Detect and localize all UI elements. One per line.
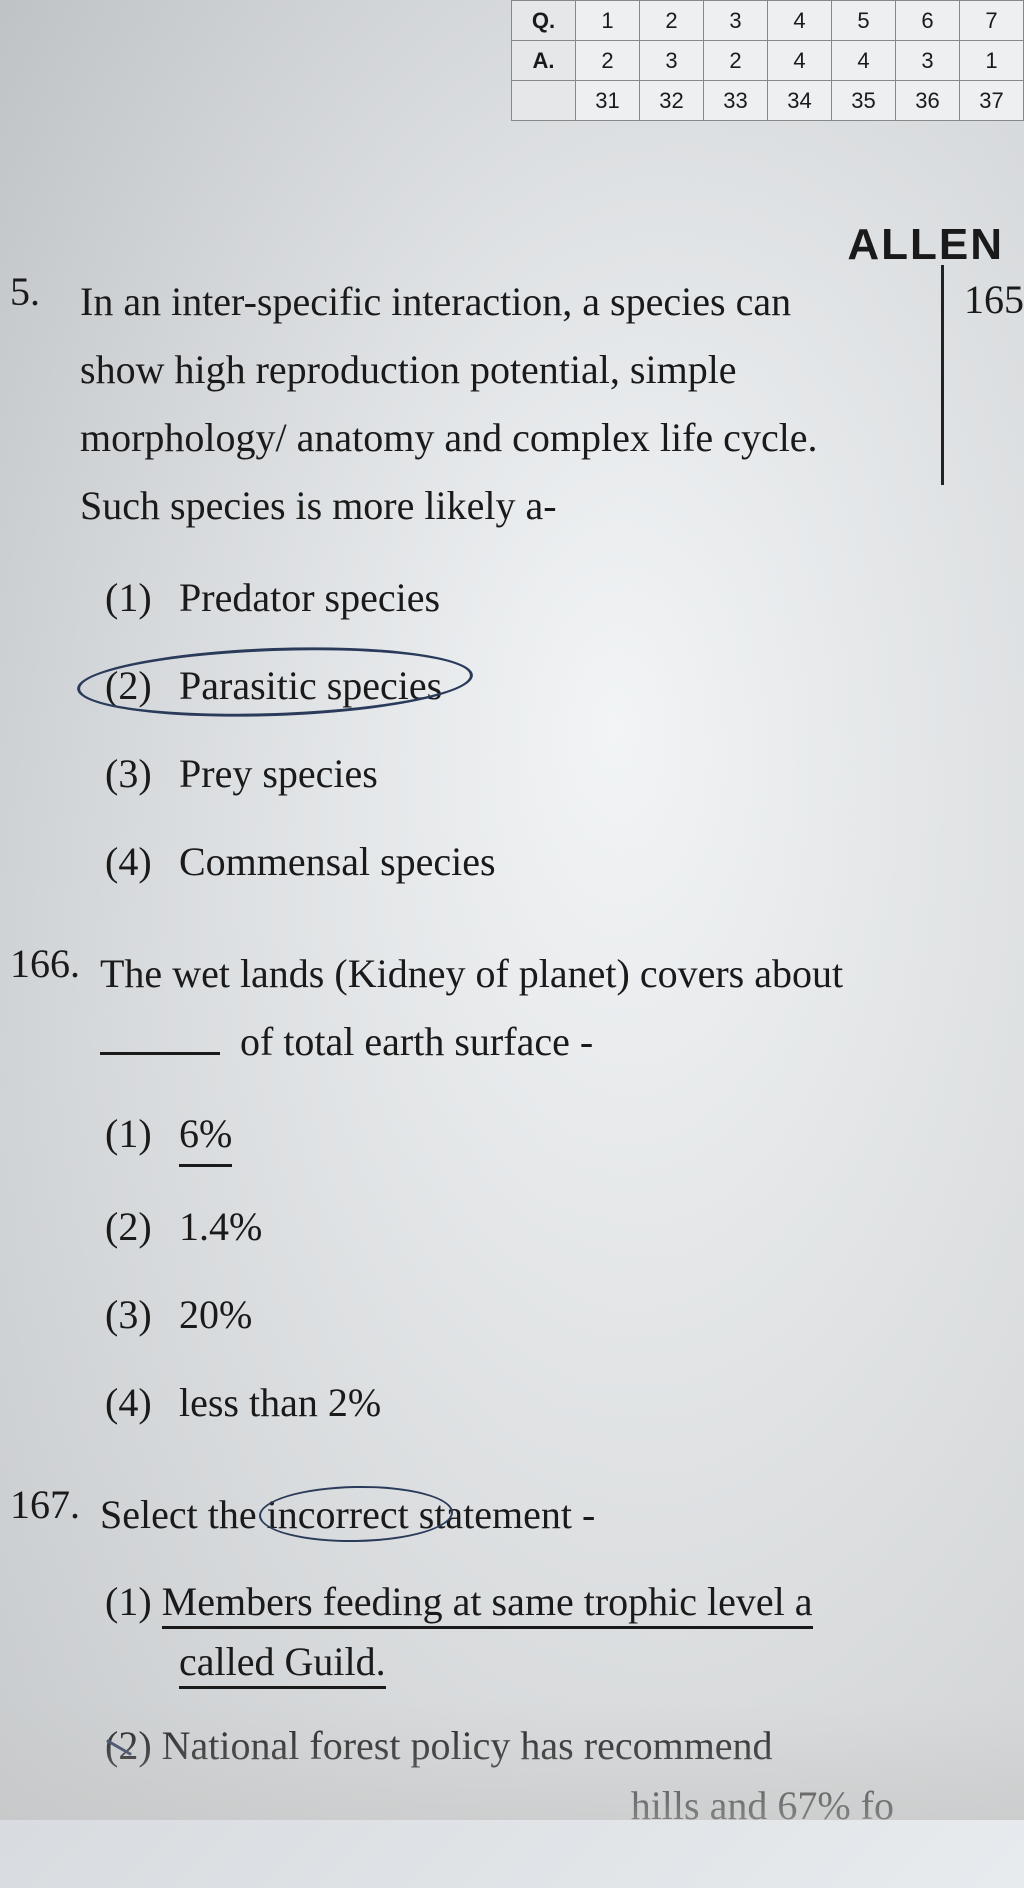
row-label: Q.: [512, 1, 576, 41]
question-5: 5. In an inter-specific interaction, a s…: [10, 268, 894, 890]
table-cell: 1: [576, 1, 640, 41]
option-number: (1): [105, 1579, 152, 1624]
option-number: (4): [105, 834, 165, 890]
option-3: (3) 20%: [105, 1287, 894, 1343]
question-number: 5.: [10, 268, 60, 315]
table-row: 31 32 33 34 35 36 37: [512, 81, 1024, 121]
option-number: (1): [105, 1106, 165, 1162]
table-cell: 6: [896, 1, 960, 41]
table-cell: 3: [896, 41, 960, 81]
option-text: Predator species: [179, 570, 440, 626]
option-text: Prey species: [179, 746, 378, 802]
option-number: (2): [105, 658, 165, 714]
questions-content: 5. In an inter-specific interaction, a s…: [0, 268, 924, 1888]
option-number: (2): [105, 1199, 165, 1255]
option-4: (4) less than 2%: [105, 1375, 894, 1431]
option-number: (3): [105, 1287, 165, 1343]
option-text-underlined: 6%: [179, 1106, 232, 1167]
question-text: The wet lands (Kidney of planet) covers …: [100, 940, 894, 1076]
table-cell: 32: [640, 81, 704, 121]
table-cell: 31: [576, 81, 640, 121]
answer-key-table: Q. 1 2 3 4 5 6 7 A. 2 3 2 4 4 3 1 31 32 …: [511, 0, 1024, 121]
table-cell: 4: [768, 1, 832, 41]
option-text: Parasitic species: [179, 658, 442, 714]
option-text: 20%: [179, 1287, 252, 1343]
fill-blank: [100, 1052, 220, 1055]
row-label: A.: [512, 41, 576, 81]
table-cell: 4: [768, 41, 832, 81]
table-row: A. 2 3 2 4 4 3 1: [512, 41, 1024, 81]
option-2: (2) 1.4%: [105, 1199, 894, 1255]
option-text-underlined: Members feeding at same trophic level a: [162, 1579, 813, 1629]
side-question-number: 165: [964, 276, 1024, 323]
question-line: of total earth surface -: [240, 1019, 593, 1064]
question-line: In an inter-specific interaction, a spec…: [80, 279, 791, 324]
question-line: Such species is more likely a-: [80, 483, 557, 528]
option-number: (4): [105, 1375, 165, 1431]
table-cell: 35: [832, 81, 896, 121]
option-text-continue: called Guild.: [179, 1639, 386, 1689]
question-line: The wet lands (Kidney of planet) covers …: [100, 951, 843, 996]
table-cell: 2: [704, 41, 768, 81]
table-cell: 33: [704, 81, 768, 121]
question-text: In an inter-specific interaction, a spec…: [80, 268, 894, 540]
question-text: Select the incorrect statement -: [100, 1481, 894, 1549]
brand-logo: ALLEN: [847, 220, 1004, 270]
option-number: (1): [105, 570, 165, 626]
option-2-circled: (2) Parasitic species: [105, 658, 894, 714]
table-row: Q. 1 2 3 4 5 6 7: [512, 1, 1024, 41]
table-cell: 7: [960, 1, 1024, 41]
row-label: [512, 81, 576, 121]
option-number: (3): [105, 746, 165, 802]
table-cell: 3: [640, 41, 704, 81]
option-3: (3) Prey species: [105, 746, 894, 802]
question-text-before: Select the: [100, 1492, 257, 1537]
options-list: (1) 6% (2) 1.4% (3) 20% (4) less than 2%: [105, 1106, 894, 1431]
option-text: 1.4%: [179, 1199, 262, 1255]
question-line: morphology/ anatomy and complex life cyc…: [80, 415, 818, 460]
option-1: (1) Predator species: [105, 570, 894, 626]
question-line: show high reproduction potential, simple: [80, 347, 737, 392]
circled-word: incorrect: [267, 1492, 409, 1537]
question-number: 166.: [10, 940, 80, 987]
vertical-divider: [941, 265, 944, 485]
options-list: (1) Predator species (2) Parasitic speci…: [105, 570, 894, 890]
table-cell: 37: [960, 81, 1024, 121]
question-166: 166. The wet lands (Kidney of planet) co…: [10, 940, 894, 1431]
table-cell: 36: [896, 81, 960, 121]
table-cell: 1: [960, 41, 1024, 81]
table-cell: 3: [704, 1, 768, 41]
option-4: (4) Commensal species: [105, 834, 894, 890]
option-1: (1) Members feeding at same trophic leve…: [105, 1574, 894, 1694]
table-cell: 2: [576, 41, 640, 81]
option-text: Commensal species: [179, 834, 496, 890]
option-text: less than 2%: [179, 1375, 381, 1431]
question-number: 167.: [10, 1481, 80, 1528]
table-cell: 34: [768, 81, 832, 121]
option-1: (1) 6%: [105, 1106, 894, 1167]
table-cell: 5: [832, 1, 896, 41]
table-cell: 2: [640, 1, 704, 41]
table-cell: 4: [832, 41, 896, 81]
